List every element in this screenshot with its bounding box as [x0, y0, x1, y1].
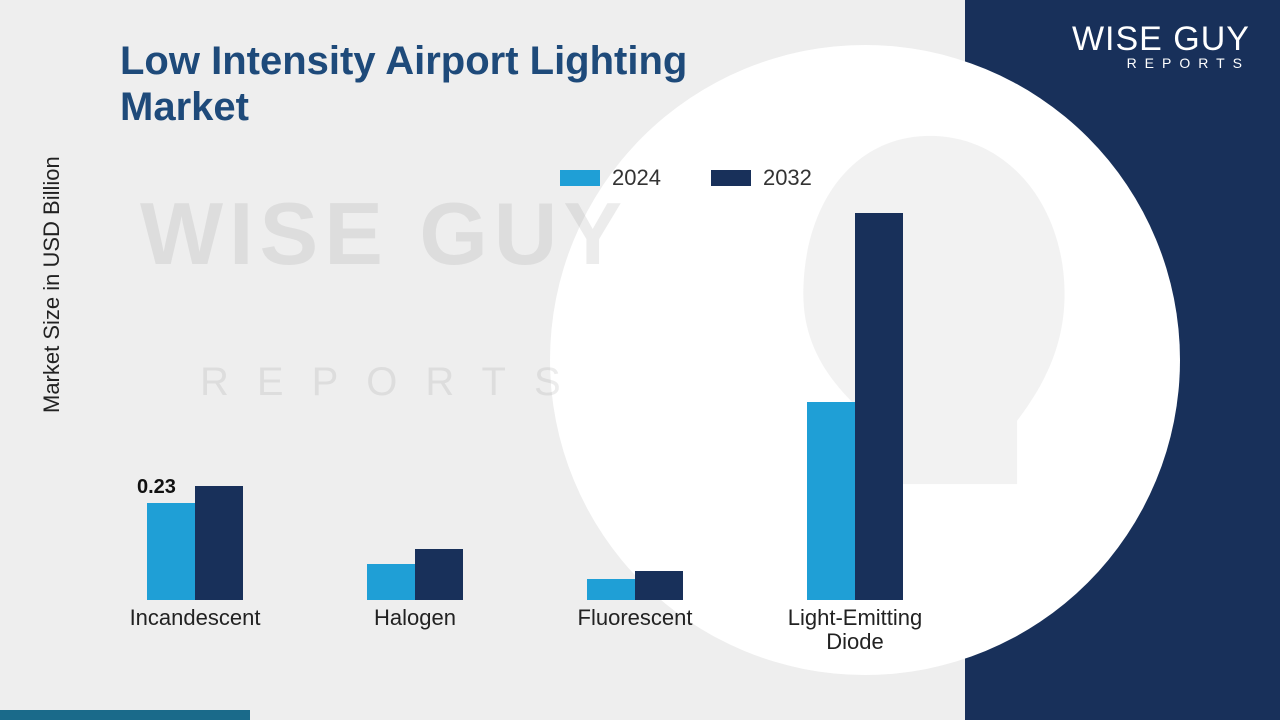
- legend-item-2032: 2032: [711, 165, 812, 191]
- bar-series-b: [855, 213, 903, 600]
- chart-legend: 2024 2032: [560, 165, 812, 191]
- footer-accent-bar: [0, 710, 250, 720]
- y-axis-label: Market Size in USD Billion: [39, 156, 65, 413]
- legend-item-2024: 2024: [560, 165, 661, 191]
- bar-series-b: [195, 486, 243, 600]
- bar-series-a: [807, 402, 855, 600]
- page-root: WISE GUY REPORTS WISE GUY REPORTS Low In…: [0, 0, 1280, 720]
- bar-series-a: [147, 503, 195, 600]
- legend-label-2024: 2024: [612, 165, 661, 191]
- chart-title: Low Intensity Airport Lighting Market: [120, 38, 820, 130]
- bar-data-label: 0.23: [137, 476, 176, 499]
- category-label: Halogen: [335, 606, 495, 630]
- legend-swatch-2024: [560, 170, 600, 186]
- bar-series-b: [635, 571, 683, 600]
- bar-series-a: [587, 579, 635, 600]
- brand-logo: WISE GUY REPORTS: [1072, 20, 1250, 71]
- chart-area: 0.23IncandescentHalogenFluorescentLight-…: [115, 200, 945, 600]
- bar-series-a: [367, 564, 415, 600]
- category-label: Incandescent: [115, 606, 275, 630]
- legend-swatch-2032: [711, 170, 751, 186]
- category-label: Fluorescent: [555, 606, 715, 630]
- category-label: Light-Emitting Diode: [775, 606, 935, 654]
- legend-label-2032: 2032: [763, 165, 812, 191]
- bar-series-b: [415, 549, 463, 600]
- logo-main-text: WISE GUY: [1072, 20, 1250, 59]
